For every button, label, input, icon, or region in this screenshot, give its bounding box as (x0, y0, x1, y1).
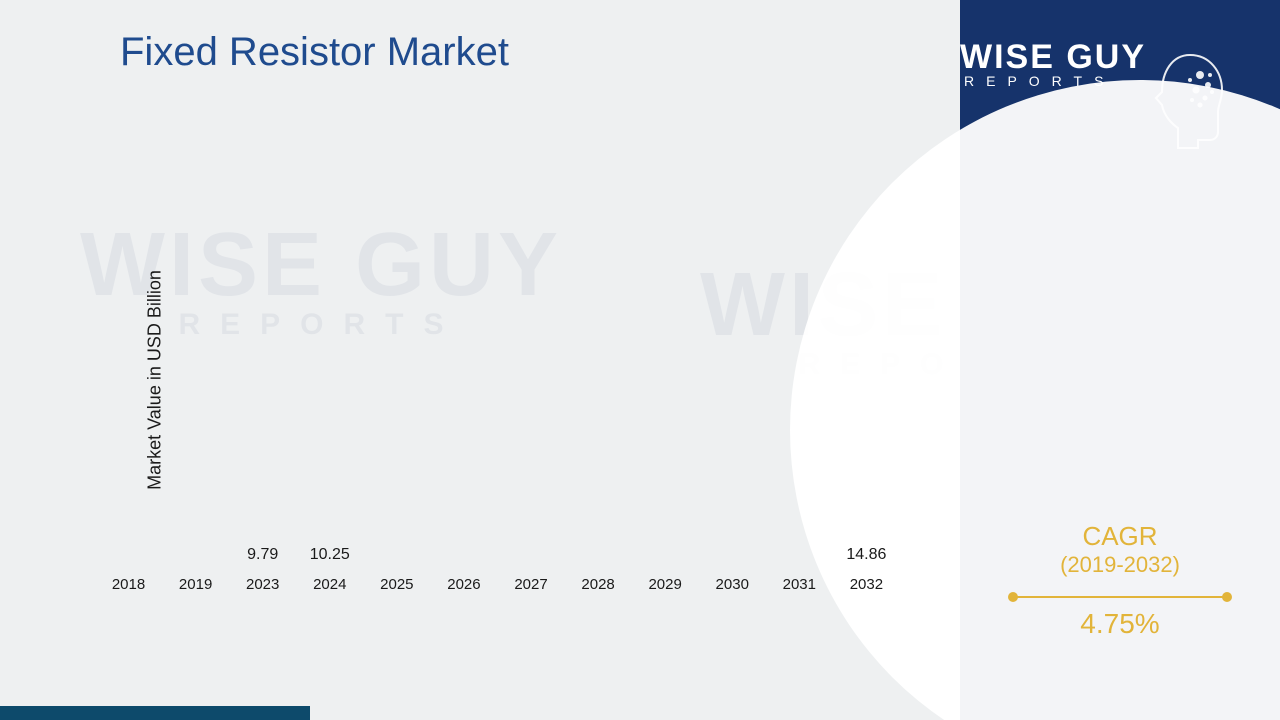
cagr-title: CAGR (1010, 521, 1230, 552)
x-tick: 2027 (497, 570, 564, 600)
x-tick: 2018 (95, 570, 162, 600)
x-tick: 2029 (632, 570, 699, 600)
cagr-range: (2019-2032) (1010, 552, 1230, 578)
cagr-divider (1010, 596, 1230, 598)
logo-main-text: WISE GUY (960, 40, 1160, 74)
logo-sub-text: REPORTS (964, 74, 1160, 88)
bar-value-label: 14.86 (846, 546, 886, 564)
bars-container: 9.79 10.25 14.86 (95, 160, 900, 570)
bottom-accent-bar (0, 706, 310, 720)
x-tick: 2032 (833, 570, 900, 600)
head-icon (1150, 50, 1230, 150)
x-axis: 2018201920232024202520262027202820292030… (95, 570, 900, 600)
x-tick: 2026 (430, 570, 497, 600)
plot-area: 9.79 10.25 14.86 (95, 160, 900, 570)
x-tick: 2019 (162, 570, 229, 600)
chart-title: Fixed Resistor Market (120, 30, 509, 75)
cagr-value: 4.75% (1010, 608, 1230, 640)
bar-value-label: 9.79 (247, 546, 278, 564)
x-tick: 2028 (565, 570, 632, 600)
x-tick: 2025 (363, 570, 430, 600)
bar-value-label: 10.25 (310, 546, 350, 564)
cagr-block: CAGR (2019-2032) 4.75% (1010, 521, 1230, 640)
x-tick: 2030 (699, 570, 766, 600)
infographic-canvas: WISE GUYREPORTS WISE GUYREPORTS Fixed Re… (0, 0, 1280, 720)
bar-chart: Market Value in USD Billion 9.7910.2514.… (70, 160, 900, 600)
x-tick: 2031 (766, 570, 833, 600)
x-tick: 2023 (229, 570, 296, 600)
x-tick: 2024 (296, 570, 363, 600)
